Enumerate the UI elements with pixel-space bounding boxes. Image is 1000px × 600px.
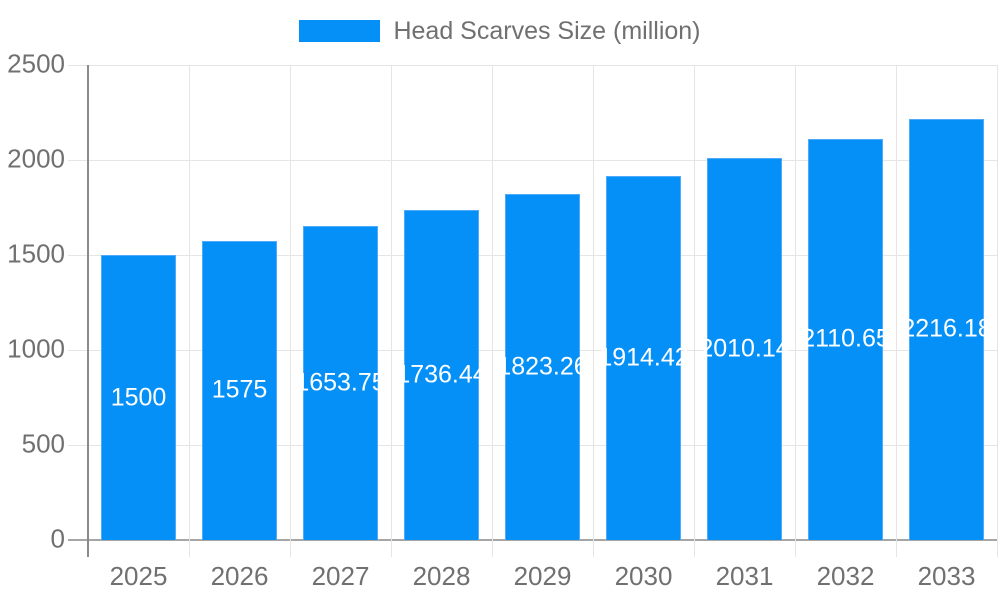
bar[interactable] (202, 240, 277, 540)
x-axis-label: 2028 (412, 561, 471, 591)
x-axis-label: 2026 (210, 561, 269, 591)
x-axis-label: 2030 (614, 561, 673, 591)
legend[interactable]: Head Scarves Size (million) (0, 8, 1000, 54)
x-axis-label: 2033 (917, 561, 976, 591)
gridline-h (88, 65, 997, 66)
bar[interactable] (505, 193, 580, 540)
y-axis-label: 0 (50, 523, 65, 554)
y-tick (68, 445, 88, 446)
x-axis-line (68, 539, 997, 541)
y-axis-label: 500 (21, 428, 65, 459)
y-axis-label: 1500 (7, 238, 65, 269)
y-axis-label: 2500 (7, 48, 65, 79)
gridline-v (391, 65, 392, 557)
gridline-v (896, 65, 897, 557)
bar[interactable] (606, 176, 681, 540)
x-axis-label: 2025 (109, 561, 168, 591)
x-axis-label: 2031 (715, 561, 774, 591)
x-axis-label: 2032 (816, 561, 875, 591)
gridline-v (492, 65, 493, 557)
bar[interactable] (808, 138, 883, 540)
y-tick (68, 350, 88, 351)
y-axis-label: 2000 (7, 143, 65, 174)
bar[interactable] (707, 158, 782, 540)
bar[interactable] (303, 225, 378, 540)
bar[interactable] (101, 255, 176, 540)
legend-label: Head Scarves Size (million) (393, 16, 701, 45)
bar[interactable] (404, 210, 479, 540)
y-tick (68, 255, 88, 256)
gridline-v (290, 65, 291, 557)
gridline-v (694, 65, 695, 557)
gridline-v (189, 65, 190, 557)
y-axis-label: 1000 (7, 333, 65, 364)
x-axis-label: 2029 (513, 561, 572, 591)
gridline-v (593, 65, 594, 557)
bar[interactable] (909, 118, 984, 540)
y-axis-line (87, 65, 89, 557)
x-axis-label: 2027 (311, 561, 370, 591)
gridline-v (997, 65, 998, 557)
gridline-h (88, 160, 997, 161)
gridline-v (795, 65, 796, 557)
y-tick (68, 65, 88, 66)
y-tick (68, 160, 88, 161)
legend-swatch-icon (299, 20, 381, 42)
